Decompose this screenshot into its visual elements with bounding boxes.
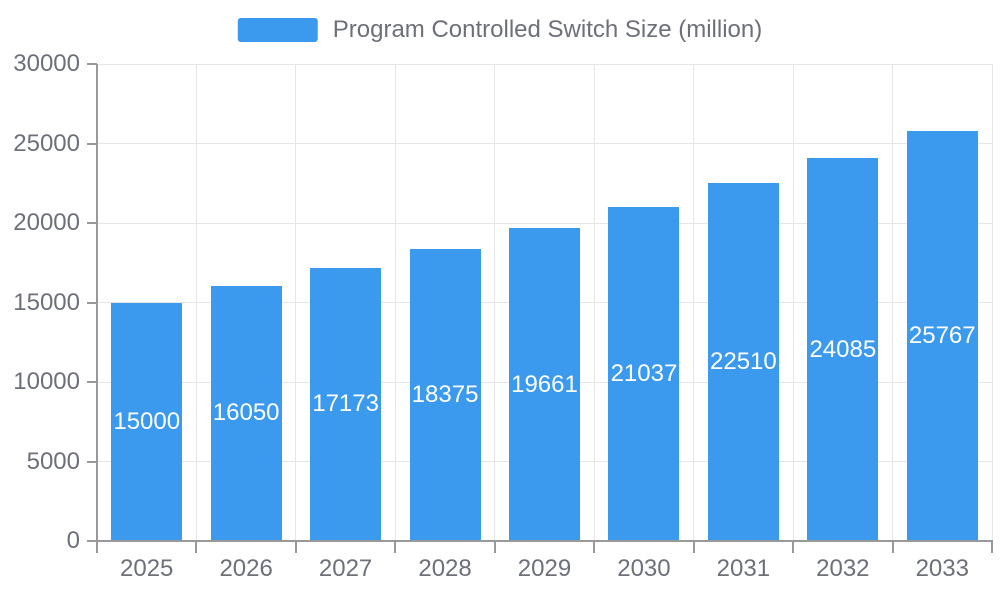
legend-swatch-icon: [237, 18, 318, 42]
bar[interactable]: [509, 228, 580, 541]
x-axis-line: [96, 540, 993, 542]
horizontal-gridline: [97, 222, 992, 224]
bar[interactable]: [409, 248, 481, 541]
x-axis-label: 2033: [915, 555, 969, 582]
y-axis-line: [96, 64, 98, 543]
vertical-gridline: [991, 64, 993, 541]
legend-label: Program Controlled Switch Size (million): [332, 16, 763, 43]
horizontal-gridline: [97, 143, 992, 144]
x-axis-tick: [891, 541, 894, 553]
x-axis-label: 2027: [318, 555, 373, 582]
legend-item[interactable]: Program Controlled Switch Size (million): [237, 16, 763, 43]
horizontal-gridline: [97, 63, 992, 65]
y-axis-label: 30000: [13, 50, 80, 77]
x-axis-label: 2028: [418, 555, 472, 582]
y-axis-label: 0: [66, 527, 80, 554]
x-axis-label: 2026: [219, 555, 273, 582]
y-axis-label: 25000: [13, 129, 80, 157]
y-axis-label: 5000: [26, 447, 80, 475]
x-axis-tick: [294, 541, 297, 553]
bar[interactable]: [111, 302, 183, 541]
y-axis-tick: [87, 222, 97, 224]
bar[interactable]: [608, 206, 680, 541]
y-axis-tick: [87, 142, 97, 145]
y-axis-tick: [87, 63, 97, 65]
x-axis-tick: [991, 541, 993, 553]
y-axis-label: 15000: [13, 288, 80, 316]
x-axis-tick: [195, 541, 198, 553]
y-axis-tick: [87, 301, 97, 304]
x-axis-tick: [493, 541, 496, 553]
x-axis-tick: [792, 541, 795, 553]
bar[interactable]: [310, 267, 382, 541]
x-axis-label: 2025: [120, 555, 174, 582]
x-axis-tick: [593, 541, 596, 553]
x-axis-label: 2029: [517, 555, 572, 582]
bar[interactable]: [906, 131, 978, 541]
y-axis-label: 20000: [13, 209, 80, 236]
bar[interactable]: [807, 158, 879, 541]
x-axis-tick: [692, 541, 695, 553]
bar[interactable]: [210, 285, 282, 541]
x-axis-tick: [96, 541, 98, 553]
x-axis-label: 2031: [716, 555, 771, 582]
bar[interactable]: [707, 183, 779, 541]
x-axis-label: 2032: [816, 555, 870, 582]
y-axis-tick: [87, 540, 97, 542]
y-axis-tick: [87, 381, 97, 383]
y-axis-tick: [87, 460, 97, 463]
x-axis-label: 2030: [617, 555, 671, 582]
y-axis-label: 10000: [13, 368, 80, 395]
x-axis-tick: [394, 541, 397, 553]
